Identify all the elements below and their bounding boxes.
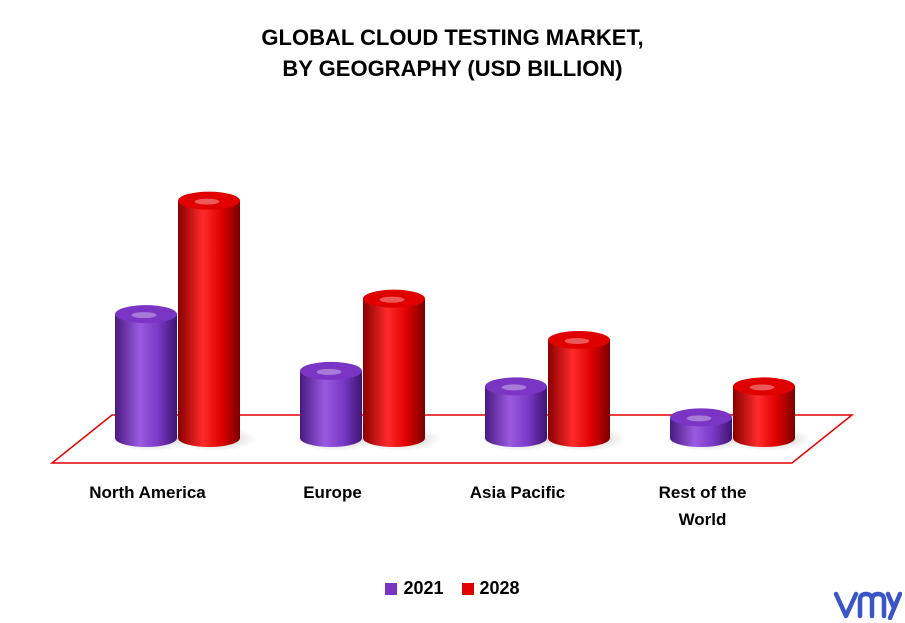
vmr-logo-icon	[833, 591, 902, 620]
bar-asia-pacific-2021	[481, 377, 563, 451]
legend: 2021 2028	[0, 578, 905, 599]
chart-title-line-2: BY GEOGRAPHY (USD BILLION)	[282, 56, 623, 81]
x-tick-label-europe: Europe	[303, 483, 362, 502]
legend-label-2028: 2028	[479, 578, 520, 598]
bar-north-america-2028	[174, 191, 256, 451]
legend-label-2021: 2021	[403, 578, 444, 598]
bar-rest-of-the-world-2028	[729, 377, 811, 451]
bar-europe-2028	[359, 289, 441, 451]
bars-group	[111, 191, 811, 451]
legend-swatch-2028	[461, 582, 474, 595]
bar-asia-pacific-2028	[544, 330, 626, 451]
bar-europe-2021	[296, 361, 378, 451]
bar-rest-of-the-world-2021	[666, 408, 748, 451]
x-tick-label-rest-of-the-world: Rest of the World	[658, 483, 747, 529]
x-tick-label-north-america: North America	[89, 483, 206, 502]
legend-item-2021: 2021	[385, 578, 444, 599]
chart-title-line-1: GLOBAL CLOUD TESTING MARKET,	[261, 25, 644, 50]
legend-swatch-2021	[385, 582, 398, 595]
floor-outline	[49, 414, 855, 464]
x-tick-label-asia-pacific: Asia Pacific	[469, 483, 566, 502]
bar-north-america-2021	[111, 305, 193, 451]
chart-title: GLOBAL CLOUD TESTING MARKET, BY GEOGRAPH…	[0, 22, 905, 84]
legend-item-2028: 2028	[461, 578, 520, 599]
